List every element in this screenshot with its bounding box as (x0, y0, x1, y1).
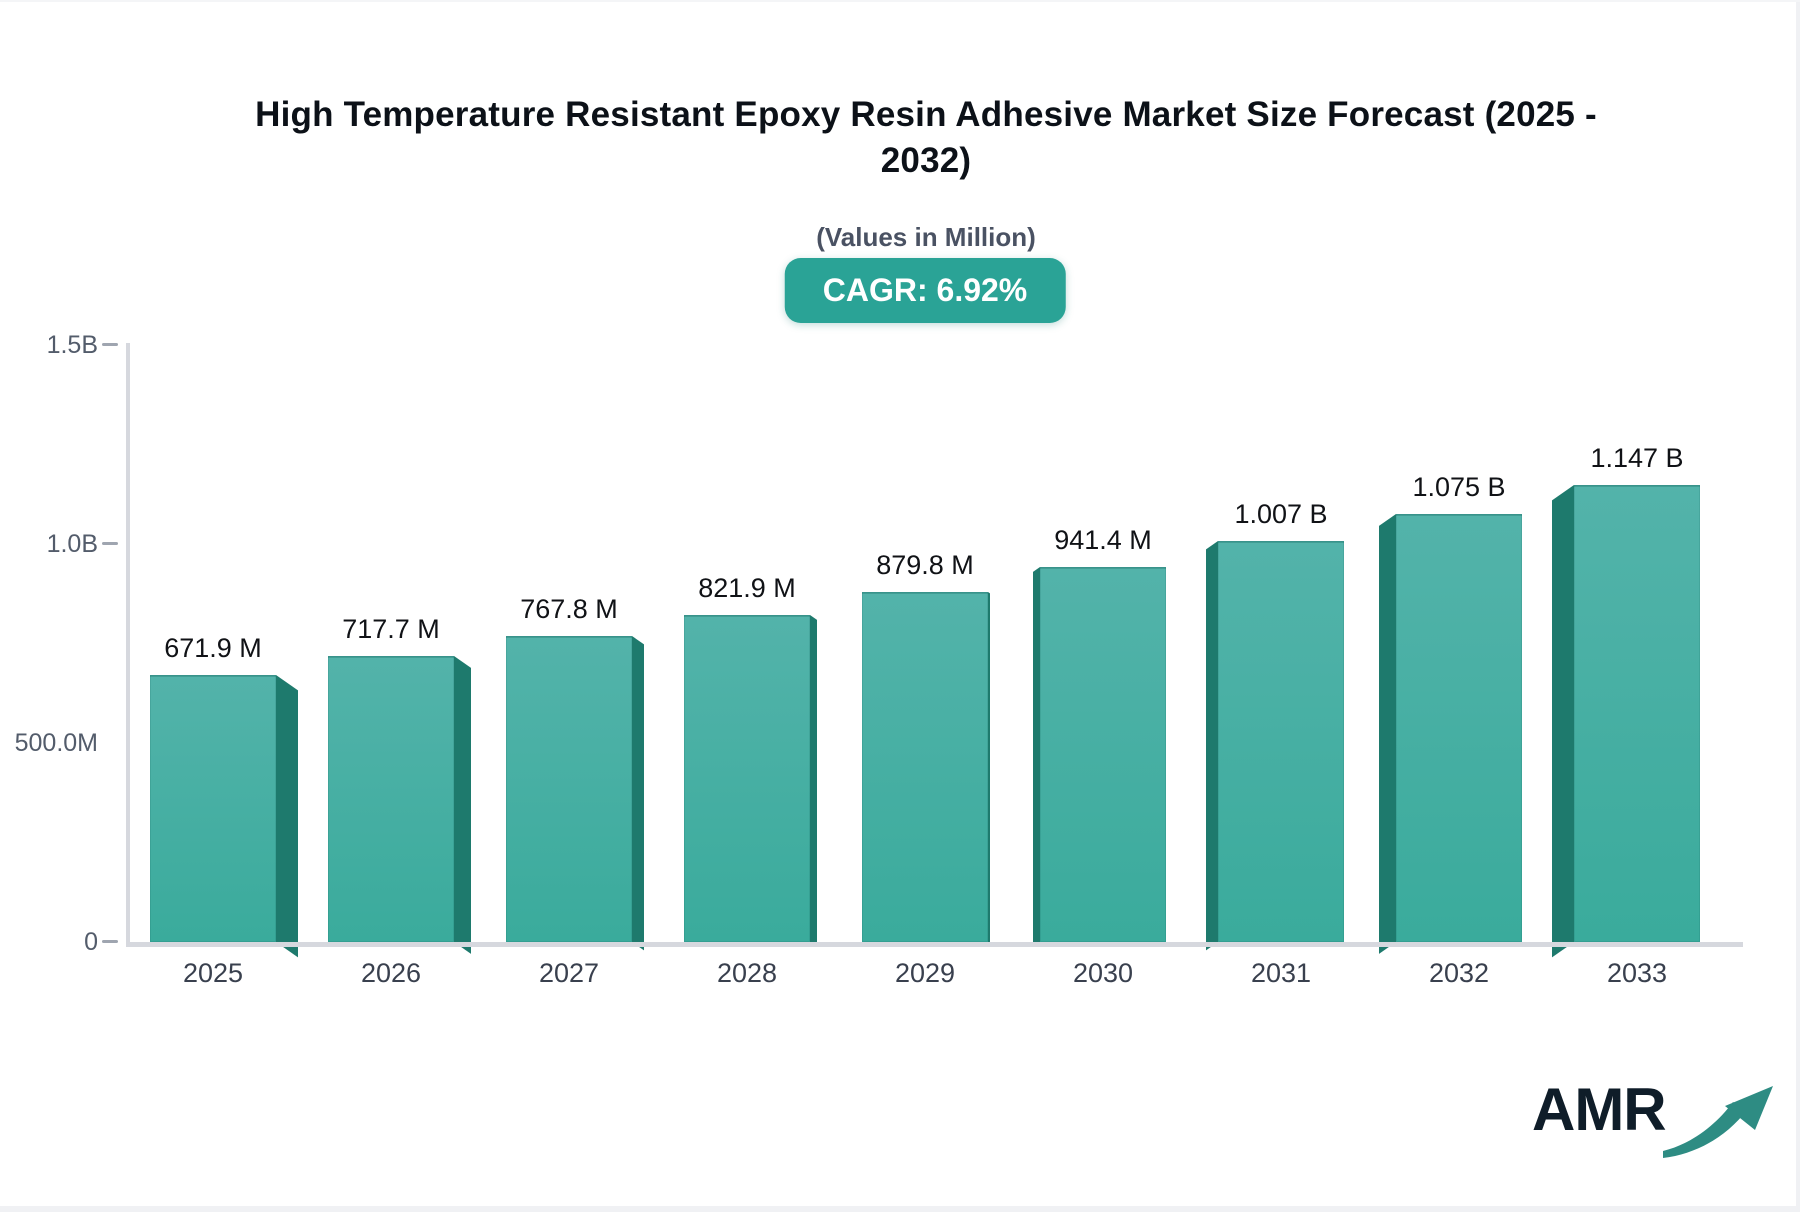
bar-value-label-2033: 1.147 B (1590, 443, 1684, 474)
bar-2025 (150, 674, 276, 942)
growth-arrow-icon (1662, 1086, 1773, 1158)
bar-side-2026 (454, 656, 471, 954)
bar-value-label-2032: 1.075 B (1412, 472, 1506, 503)
y-tick-label-0: 0 (84, 928, 98, 956)
bar-value-label-2030: 941.4 M (1054, 525, 1152, 556)
amr-logo-text: AMR (1532, 1076, 1667, 1143)
x-axis-label-2030: 2030 (1072, 958, 1134, 988)
page-title-line1: High Temperature Resistant Epoxy Resin A… (255, 95, 1597, 134)
x-axis-label-2025: 2025 (182, 958, 244, 988)
bar-2026 (328, 656, 454, 942)
bar-value-label-2025: 671.9 M (164, 632, 262, 663)
bar-side-2028 (810, 614, 817, 947)
chart-subtitle: (Values in Million) (816, 222, 1036, 252)
y-axis-line (126, 343, 130, 945)
page-title: High Temperature Resistant Epoxy Resin A… (0, 92, 1800, 184)
y-tick-mark-0 (102, 940, 118, 943)
bar-2031 (1218, 541, 1344, 942)
x-axis-label-2029: 2029 (894, 958, 956, 988)
bar-2033 (1574, 485, 1700, 942)
bar-2029 (862, 591, 988, 942)
bar-side-2027 (632, 636, 644, 951)
bar-value-label-2026: 717.7 M (342, 614, 440, 645)
x-axis-label-2031: 2031 (1250, 958, 1312, 988)
x-axis-label-2033: 2033 (1606, 958, 1668, 988)
page-title-line2: 2032) (880, 141, 972, 180)
x-axis-line (126, 942, 1743, 947)
bar-side-2030 (1033, 567, 1040, 947)
bar-2030 (1040, 567, 1166, 942)
cagr-badge: CAGR: 6.92% (784, 258, 1066, 323)
x-axis-label-2027: 2027 (538, 958, 600, 988)
y-tick-label-1.0B: 1.0B (46, 530, 98, 558)
y-tick-mark-1.5B (102, 343, 118, 346)
x-axis-label-2028: 2028 (716, 958, 778, 988)
bar-side-2029 (988, 591, 990, 944)
bar-value-label-2027: 767.8 M (520, 594, 618, 625)
bar-side-2031 (1206, 541, 1218, 951)
x-axis-label-2032: 2032 (1428, 958, 1490, 988)
bar-value-label-2029: 879.8 M (876, 549, 974, 580)
bar-value-label-2028: 821.9 M (698, 572, 796, 603)
x-axis-label-2026: 2026 (360, 958, 422, 988)
bar-side-2033 (1552, 485, 1574, 958)
y-tick-mark-1.0B (102, 542, 118, 545)
bar-2028 (684, 614, 810, 942)
bar-side-2025 (276, 674, 298, 958)
bar-2027 (506, 636, 632, 942)
amr-logo: AMR (1532, 1078, 1784, 1164)
bar-value-label-2031: 1.007 B (1234, 499, 1328, 530)
bar-side-2032 (1379, 514, 1396, 954)
bar-2032 (1396, 514, 1522, 942)
y-tick-label-500.0M: 500.0M (14, 729, 98, 757)
y-tick-label-1.5B: 1.5B (46, 331, 98, 359)
